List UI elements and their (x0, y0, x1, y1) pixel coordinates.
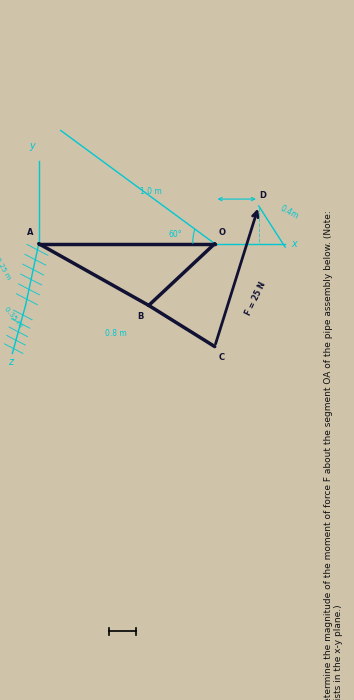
Text: O: O (218, 228, 225, 237)
Text: 0.4m: 0.4m (279, 204, 300, 221)
Text: F = 25 N: F = 25 N (243, 280, 267, 317)
Text: y: y (29, 141, 35, 151)
Text: 1.0 m: 1.0 m (140, 187, 162, 196)
Text: x: x (292, 239, 297, 248)
Text: C: C (218, 354, 224, 363)
Text: B: B (137, 312, 143, 321)
Text: 1.   Determine the magnitude of the moment of force F about the segment OA of th: 1. Determine the magnitude of the moment… (324, 210, 343, 700)
Text: 0.25 m: 0.25 m (0, 257, 11, 281)
Text: 60°: 60° (168, 230, 182, 239)
Text: 0.8 m: 0.8 m (105, 330, 127, 338)
Text: 0.35 m: 0.35 m (3, 306, 23, 328)
Text: D: D (259, 192, 267, 200)
Text: A: A (27, 228, 34, 237)
Text: z: z (7, 357, 13, 367)
